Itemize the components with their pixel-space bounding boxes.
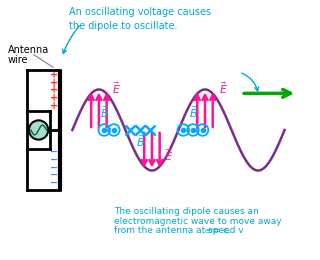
Text: from the antenna at speed v: from the antenna at speed v (114, 226, 244, 236)
Text: +: + (50, 86, 58, 95)
Text: $\vec{B}$: $\vec{B}$ (136, 134, 145, 149)
Text: +: + (50, 78, 58, 88)
Text: $\vec{E}$: $\vec{E}$ (219, 81, 228, 96)
Text: $\vec{E}$: $\vec{E}$ (164, 147, 172, 163)
Text: −: − (50, 162, 58, 173)
Text: −: − (50, 155, 58, 165)
Text: +: + (50, 101, 58, 111)
Text: Antenna: Antenna (8, 45, 49, 55)
Text: +: + (50, 70, 58, 80)
Text: electromagnetic wave to move away: electromagnetic wave to move away (114, 217, 282, 226)
Text: $\vec{E}$: $\vec{E}$ (112, 81, 121, 96)
Text: −: − (50, 147, 58, 157)
Text: $\vec{B}$: $\vec{B}$ (100, 105, 109, 120)
Text: wire: wire (8, 55, 28, 65)
Text: +: + (50, 93, 58, 103)
Text: −: − (50, 170, 58, 180)
Text: −: − (50, 178, 58, 188)
Circle shape (29, 120, 48, 140)
Text: = c.: = c. (210, 226, 231, 236)
Text: An oscillating voltage causes
the dipole to oscillate.: An oscillating voltage causes the dipole… (69, 6, 212, 30)
Text: $\vec{B}$: $\vec{B}$ (189, 105, 198, 120)
Text: The oscillating dipole causes an: The oscillating dipole causes an (114, 207, 259, 216)
Text: em: em (204, 228, 216, 235)
